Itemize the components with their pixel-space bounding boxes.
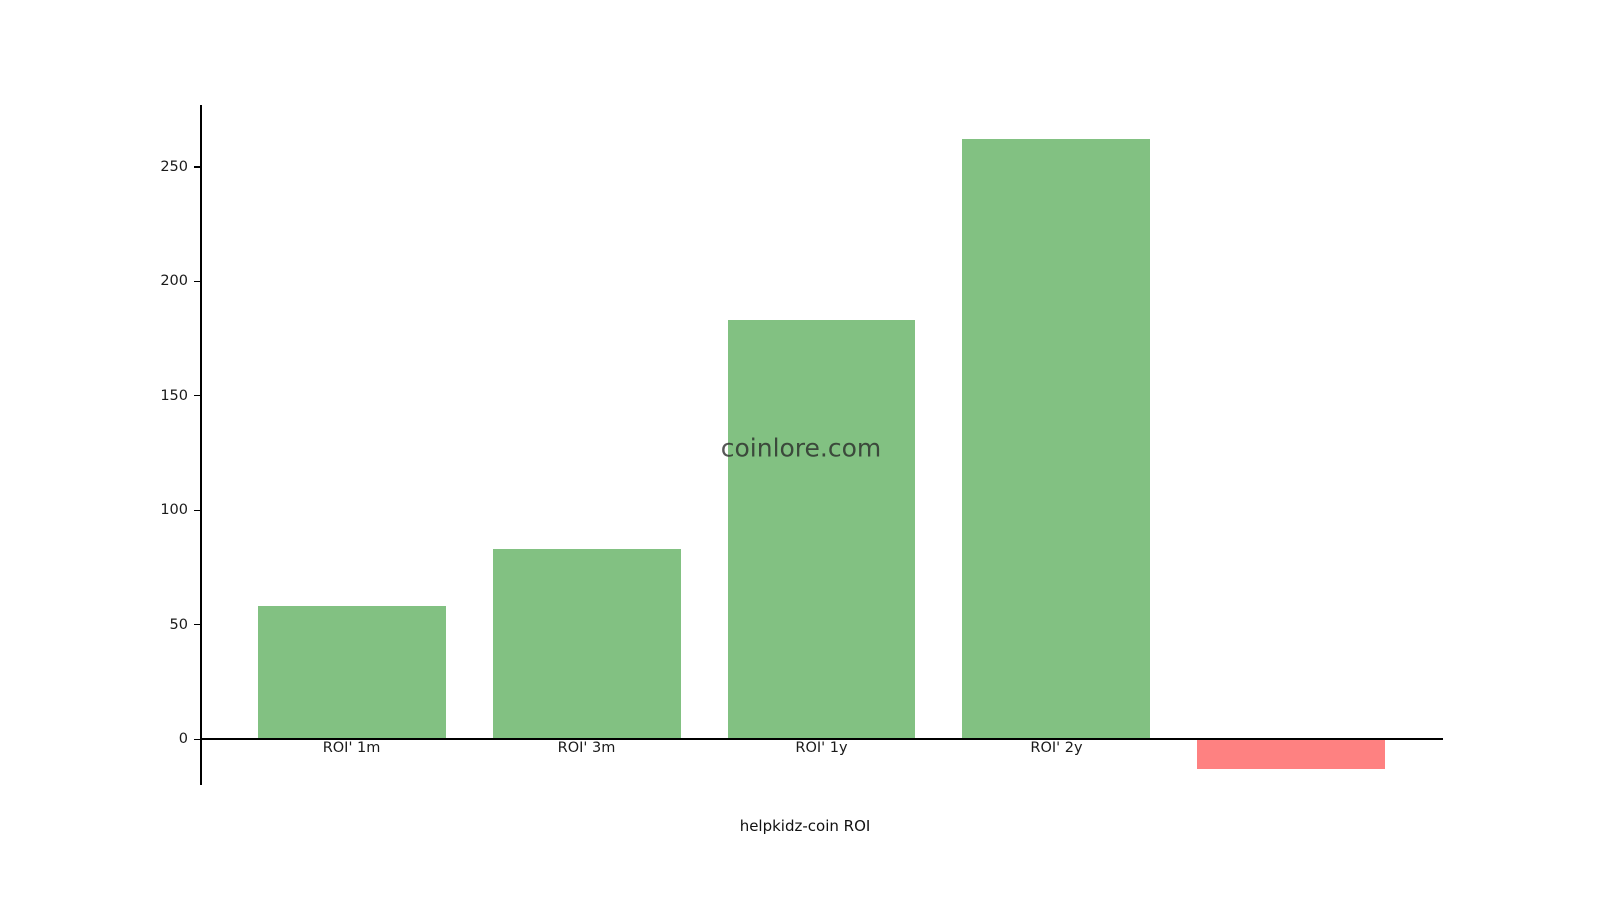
x-tick-label: ROI' 3m xyxy=(557,740,616,757)
roi-bar xyxy=(727,320,916,740)
roi-bar xyxy=(492,549,681,740)
roi-bar xyxy=(962,139,1151,740)
x-axis-line xyxy=(200,738,1443,740)
y-tick-label: 200 xyxy=(160,273,188,290)
x-tick-label: ROI' 2y xyxy=(1030,740,1083,757)
roi-bar xyxy=(1197,739,1386,769)
roi-bar xyxy=(257,606,446,740)
y-tick-label: 250 xyxy=(160,158,188,175)
y-tick-label: 0 xyxy=(178,731,188,748)
y-tick-label: 50 xyxy=(169,616,188,633)
y-tick-mark xyxy=(194,509,200,511)
y-tick-mark xyxy=(194,624,200,626)
y-tick-mark xyxy=(194,395,200,397)
y-tick-label: 150 xyxy=(160,387,188,404)
y-axis-spine xyxy=(200,105,202,785)
y-tick-label: 100 xyxy=(160,502,188,519)
y-tick-mark xyxy=(194,738,200,740)
y-tick-mark xyxy=(194,166,200,168)
watermark-text: coinlore.com xyxy=(720,433,882,463)
x-tick-label: ROI' 1m xyxy=(322,740,381,757)
x-tick-label: ROI' 1y xyxy=(795,740,848,757)
chart-title: helpkidz-coin ROI xyxy=(739,817,871,835)
y-tick-mark xyxy=(194,280,200,282)
